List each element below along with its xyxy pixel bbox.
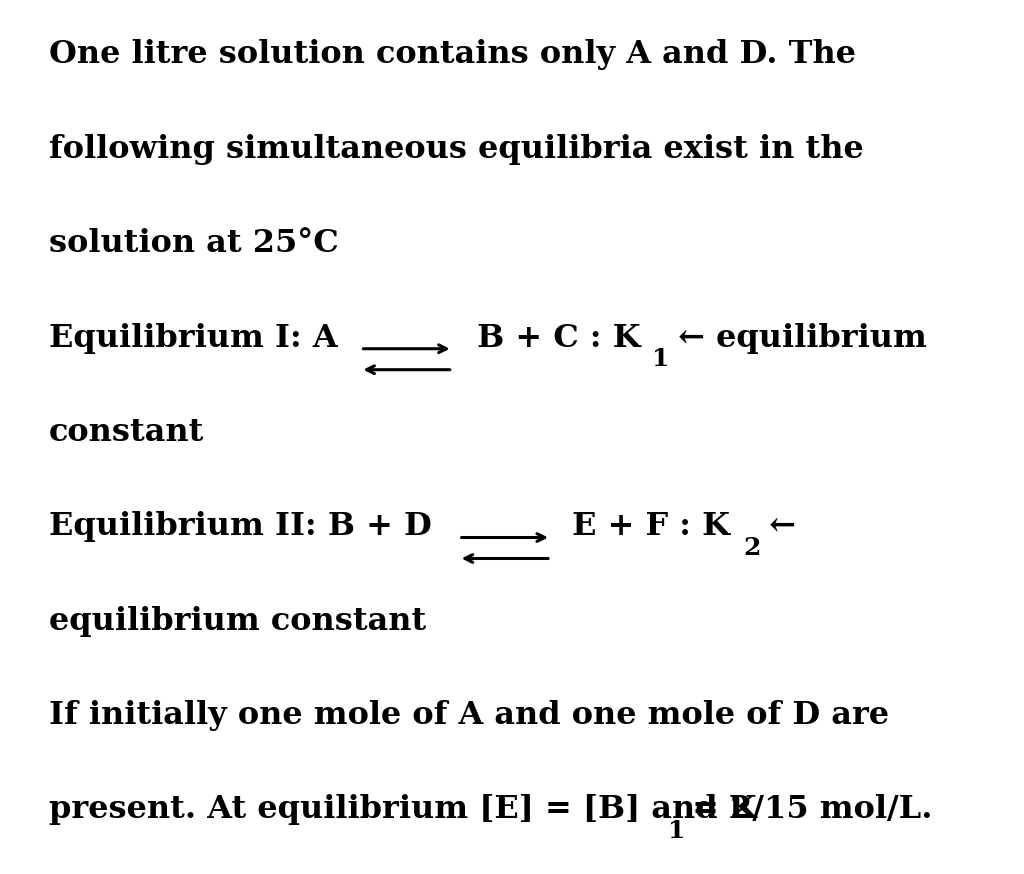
- Text: constant: constant: [49, 417, 205, 447]
- Text: following simultaneous equilibria exist in the: following simultaneous equilibria exist …: [49, 134, 864, 164]
- Text: B + C : K: B + C : K: [466, 323, 641, 353]
- Text: If initially one mole of A and one mole of D are: If initially one mole of A and one mole …: [49, 700, 889, 731]
- Text: One litre solution contains only A and D. The: One litre solution contains only A and D…: [49, 39, 856, 70]
- Text: present. At equilibrium [E] = [B] and K: present. At equilibrium [E] = [B] and K: [49, 794, 757, 825]
- Text: 1: 1: [652, 347, 670, 371]
- Text: ← equilibrium: ← equilibrium: [667, 323, 927, 353]
- Text: E + F : K: E + F : K: [561, 511, 730, 542]
- Text: Equilibrium II: B + D: Equilibrium II: B + D: [49, 511, 443, 542]
- Text: equilibrium constant: equilibrium constant: [49, 606, 426, 636]
- Text: 2: 2: [743, 536, 761, 559]
- Text: ←: ←: [758, 511, 796, 542]
- Text: 1: 1: [668, 819, 685, 843]
- Text: Equilibrium I: A: Equilibrium I: A: [49, 323, 349, 353]
- Text: solution at 25°C: solution at 25°C: [49, 228, 339, 259]
- Text: = 2/15 mol/L.: = 2/15 mol/L.: [681, 794, 933, 825]
